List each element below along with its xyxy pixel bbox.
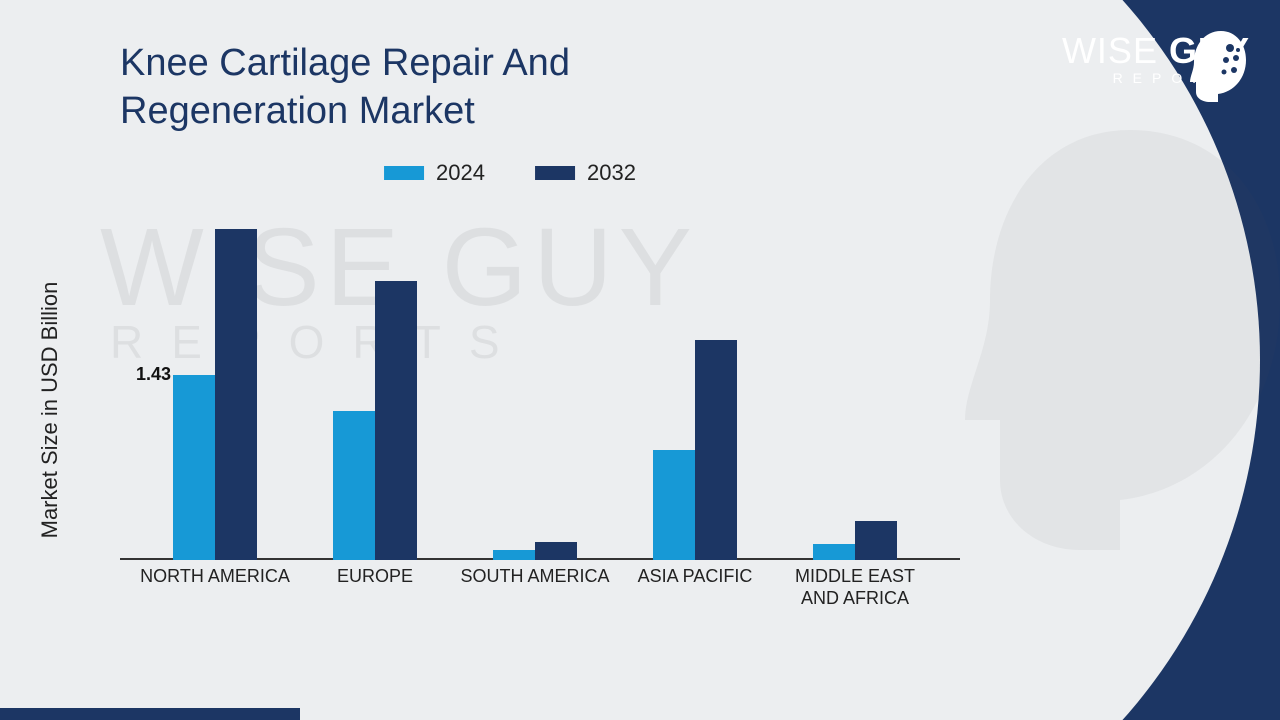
- legend-item-2032: 2032: [535, 160, 636, 186]
- bar: [653, 450, 695, 560]
- bar: [333, 411, 375, 560]
- bar-value-label: 1.43: [111, 364, 171, 385]
- category-label: NORTH AMERICA: [135, 560, 295, 588]
- legend-label-2024: 2024: [436, 160, 485, 186]
- category-label: SOUTH AMERICA: [455, 560, 615, 588]
- y-axis-label: Market Size in USD Billion: [37, 282, 63, 539]
- category-label: EUROPE: [295, 560, 455, 588]
- bar: [695, 340, 737, 560]
- bar: [813, 544, 855, 560]
- plot-region: NORTH AMERICAEUROPESOUTH AMERICAASIA PAC…: [120, 210, 960, 560]
- category-label: ASIA PACIFIC: [615, 560, 775, 588]
- bar: [535, 542, 577, 560]
- bar: [173, 375, 215, 560]
- legend-swatch-2032: [535, 166, 575, 180]
- brand-logo: WISE GUY REPORTS: [1000, 30, 1250, 86]
- bar: [215, 229, 257, 560]
- legend: 2024 2032: [384, 160, 636, 186]
- bar: [493, 550, 535, 560]
- bar: [375, 281, 417, 560]
- page-root: WISE GUY REPORTS Knee Cartilage Repair A…: [0, 0, 1280, 720]
- category-label: MIDDLE EAST AND AFRICA: [775, 560, 935, 609]
- legend-item-2024: 2024: [384, 160, 485, 186]
- legend-swatch-2024: [384, 166, 424, 180]
- chart-area: Market Size in USD Billion 2024 2032 NOR…: [60, 160, 960, 660]
- legend-label-2032: 2032: [587, 160, 636, 186]
- brain-head-icon: [1186, 26, 1256, 106]
- bar: [855, 521, 897, 560]
- brand-word1: WISE: [1062, 30, 1158, 71]
- bottom-accent-bar: [0, 708, 300, 720]
- chart-title: Knee Cartilage Repair And Regeneration M…: [120, 40, 680, 135]
